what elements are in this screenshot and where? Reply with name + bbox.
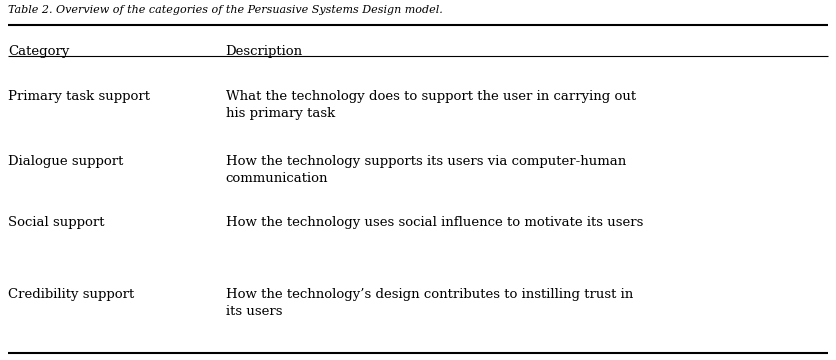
Text: How the technology supports its users via computer-human
communication: How the technology supports its users vi… [226,155,626,185]
Text: Table 2. Overview of the categories of the Persuasive Systems Design model.: Table 2. Overview of the categories of t… [8,5,443,15]
Text: Dialogue support: Dialogue support [8,155,124,168]
Text: Social support: Social support [8,216,104,229]
Text: What the technology does to support the user in carrying out
his primary task: What the technology does to support the … [226,90,636,120]
Text: How the technology uses social influence to motivate its users: How the technology uses social influence… [226,216,643,229]
Text: Credibility support: Credibility support [8,288,135,301]
Text: How the technology’s design contributes to instilling trust in
its users: How the technology’s design contributes … [226,288,633,318]
Text: Description: Description [226,45,303,58]
Text: Category: Category [8,45,69,58]
Text: Primary task support: Primary task support [8,90,150,103]
